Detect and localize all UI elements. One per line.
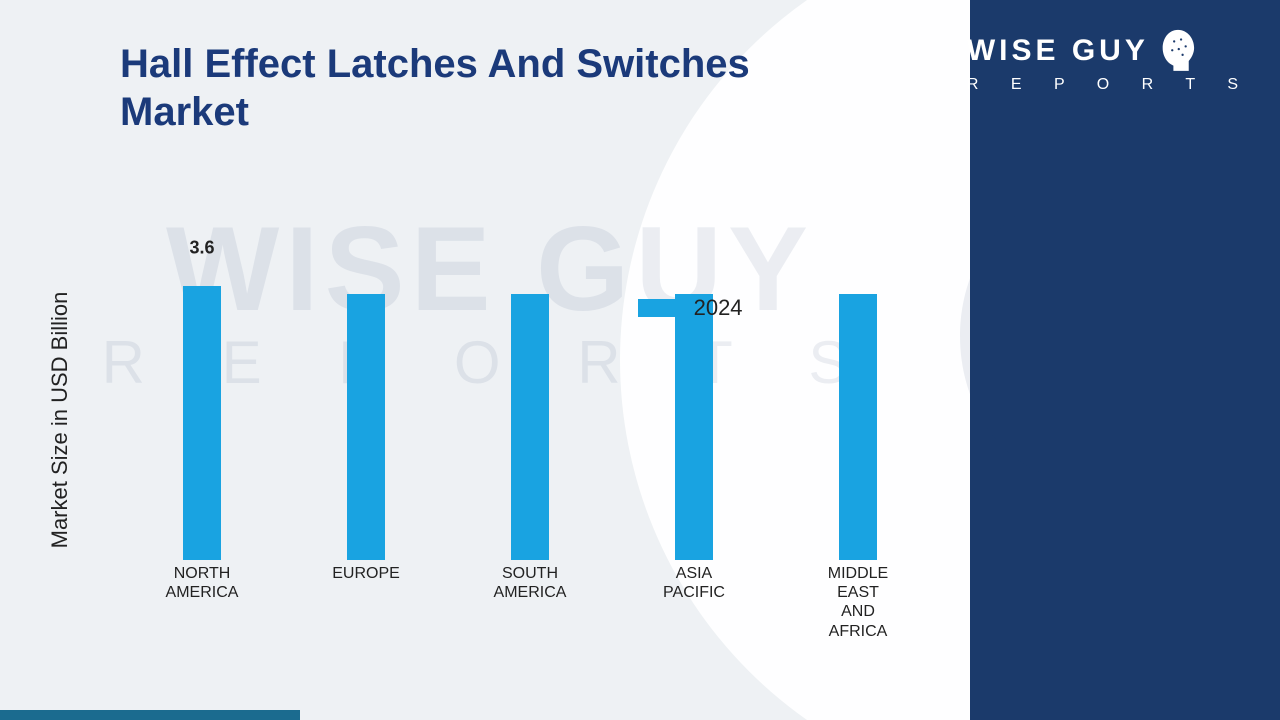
bottom-accent-bar <box>0 710 300 720</box>
page-canvas: WISE GUY R E P O R T S Hall Effect Latch… <box>0 0 1280 720</box>
brand-head-icon <box>1155 28 1201 74</box>
y-axis-label: Market Size in USD Billion <box>47 292 73 549</box>
bar <box>183 286 221 560</box>
bar <box>511 294 549 560</box>
category-label: ASIA PACIFIC <box>663 564 725 602</box>
category-label: EUROPE <box>332 564 400 583</box>
chart-area: Market Size in USD Billion 3.6 NORTH AME… <box>60 160 960 680</box>
legend-label: 2024 <box>694 295 743 321</box>
brand-logo: WISE GUY R E P O R T S <box>967 28 1252 94</box>
plot-region: 3.6 <box>120 180 940 560</box>
bar <box>347 294 385 560</box>
watermark-head-icon <box>920 180 1240 540</box>
bar-value-label: 3.6 <box>189 238 214 259</box>
brand-sub: R E P O R T S <box>967 76 1252 94</box>
legend: 2024 <box>638 295 743 321</box>
legend-swatch <box>638 299 682 317</box>
bar <box>675 294 713 560</box>
category-label: SOUTH AMERICA <box>494 564 567 602</box>
category-label: MIDDLE EAST AND AFRICA <box>828 564 888 641</box>
category-label: NORTH AMERICA <box>166 564 239 602</box>
chart-title: Hall Effect Latches And Switches Market <box>120 40 840 136</box>
bar <box>839 294 877 560</box>
brand-name: WISE GUY <box>967 34 1149 68</box>
